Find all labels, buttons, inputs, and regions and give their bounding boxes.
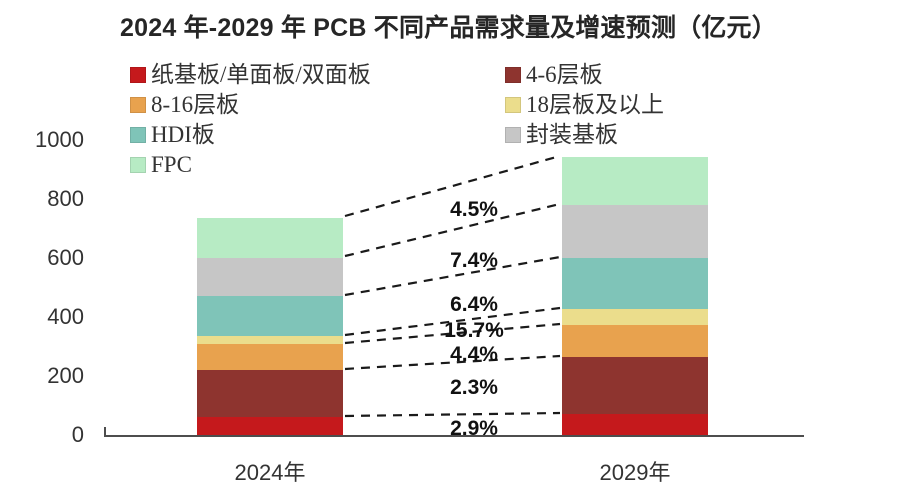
legend-item-fpc[interactable]: FPC [130, 153, 192, 176]
bar-segment[interactable] [562, 205, 708, 259]
legend-item-4-6-layer[interactable]: 4-6层板 [505, 63, 603, 86]
legend-item-substrate[interactable]: 封装基板 [505, 123, 618, 146]
legend-item-label: HDI板 [151, 122, 215, 147]
legend-swatch-icon [130, 126, 146, 143]
bar-segment[interactable] [197, 370, 343, 417]
legend-item-label: FPC [151, 152, 192, 177]
growth-label-paper-single-double: 2.9% [450, 417, 498, 440]
legend-item-label: 纸基板/单面板/双面板 [151, 62, 371, 87]
legend-swatch-icon [505, 96, 521, 113]
growth-label-substrate: 7.4% [450, 249, 498, 272]
legend-item-label: 8-16层板 [151, 92, 240, 117]
bar-segment[interactable] [562, 157, 708, 206]
x-tick-label-2029: 2029年 [599, 460, 671, 485]
y-axis-tick [104, 427, 106, 437]
legend-item-paper-single-double[interactable]: 纸基板/单面板/双面板 [130, 63, 371, 86]
legend-item-label: 4-6层板 [526, 62, 603, 87]
legend-swatch-icon [130, 156, 146, 173]
bar-segment[interactable] [197, 296, 343, 337]
bar-segment[interactable] [562, 414, 708, 435]
legend-item-label: 18层板及以上 [526, 92, 664, 117]
x-axis-line [104, 435, 804, 437]
legend-item-8-16-layer[interactable]: 8-16层板 [130, 93, 239, 116]
legend-item-hdi[interactable]: HDI板 [130, 123, 215, 146]
y-tick-label: 400 [47, 304, 84, 329]
bar-segment[interactable] [562, 309, 708, 326]
legend-swatch-icon [505, 126, 521, 143]
growth-label-8-16-layer: 4.4% [450, 343, 498, 366]
chart-legend: 纸基板/单面板/双面板 8-16层板 HDI板 FPC 4-6层板 18层板及以… [130, 63, 750, 185]
bar-segment[interactable] [562, 325, 708, 358]
growth-label-fpc: 4.5% [450, 198, 498, 221]
y-tick-label: 600 [47, 245, 84, 270]
x-tick-label-2024: 2024年 [234, 460, 306, 485]
legend-swatch-icon [130, 66, 146, 83]
y-tick-label: 800 [47, 186, 84, 211]
y-tick-label: 200 [47, 363, 84, 388]
growth-label-18-layer-plus: 15.7% [444, 319, 504, 342]
bar-segment[interactable] [197, 336, 343, 345]
bar-segment[interactable] [197, 217, 343, 258]
y-tick-label: 0 [71, 422, 84, 447]
bar-segment[interactable] [562, 258, 708, 310]
bar-segment[interactable] [562, 357, 708, 415]
bar-segment[interactable] [197, 344, 343, 371]
legend-item-label: 封装基板 [526, 122, 618, 147]
chart-title: 2024 年-2029 年 PCB 不同产品需求量及增速预测（亿元） [120, 14, 777, 42]
bar-segment[interactable] [197, 417, 343, 435]
growth-label-hdi: 6.4% [450, 293, 498, 316]
legend-swatch-icon [505, 66, 521, 83]
legend-swatch-icon [130, 96, 146, 113]
bar-segment[interactable] [197, 258, 343, 297]
y-axis: 1000 800 600 400 200 0 [8, 0, 84, 500]
legend-item-18-layer-plus[interactable]: 18层板及以上 [505, 93, 664, 116]
growth-label-4-6-layer: 2.3% [450, 376, 498, 399]
y-tick-label: 1000 [35, 127, 84, 152]
